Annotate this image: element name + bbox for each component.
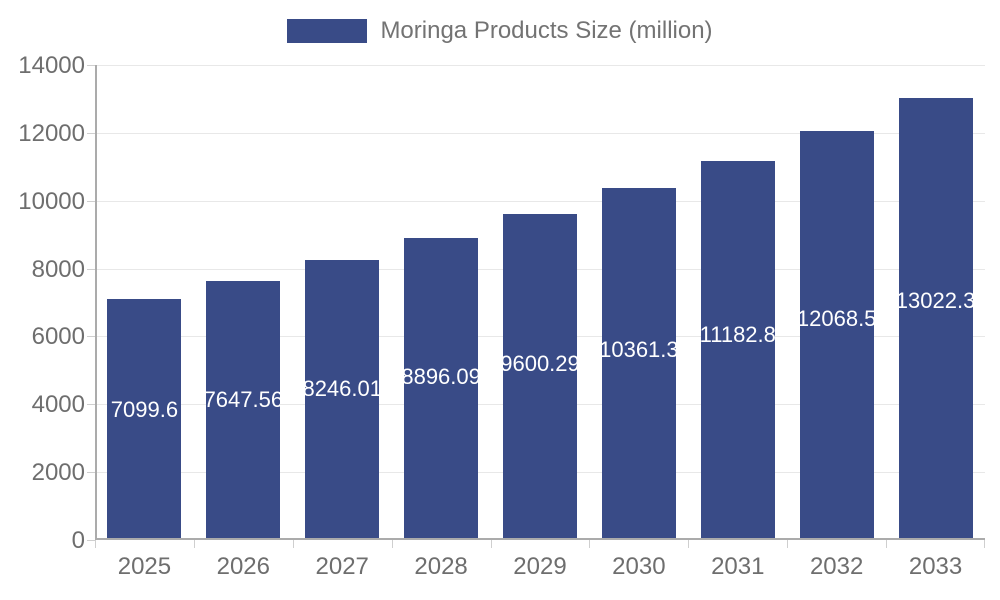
y-axis-label: 6000: [31, 323, 85, 351]
x-axis-label-2026: 2026: [216, 553, 270, 580]
x-axis-tick: [490, 540, 492, 548]
x-axis-label-2029: 2029: [513, 553, 567, 580]
bar-value-label: 11182.8: [700, 322, 775, 348]
y-axis-tick: [87, 540, 95, 541]
x-axis-tick: [886, 540, 888, 548]
bar-2027[interactable]: 8246.01: [305, 260, 380, 540]
bar-value-label: 10361.3: [601, 337, 676, 363]
y-axis-label: 0: [71, 527, 85, 554]
bar-value-label: 8896.09: [404, 364, 479, 389]
x-axis-tick: [391, 540, 393, 548]
y-axis-tick: [87, 336, 95, 338]
y-axis-tick: [87, 472, 95, 474]
x-axis-tick: [984, 540, 985, 548]
y-axis-label: 4000: [31, 391, 85, 419]
bar-2032[interactable]: 12068.5: [799, 130, 874, 540]
x-axis-label-2027: 2027: [315, 553, 369, 580]
bar-value-label: 9600.29: [503, 351, 577, 377]
x-axis-tick: [193, 540, 195, 548]
x-axis-line: [95, 538, 985, 540]
bar-2030[interactable]: 10361.3: [601, 188, 676, 540]
x-axis-label-2033: 2033: [908, 553, 963, 580]
plot-area: 0 2000 4000 6000 8000 10000 12000 14000 7099.6 7…: [18, 52, 985, 580]
bar-value-label: 13022.3: [898, 288, 973, 314]
x-axis-label-2025: 2025: [117, 553, 172, 580]
y-axis-tick: [87, 268, 95, 270]
legend[interactable]: Moringa Products Size (million): [0, 17, 1000, 45]
legend-swatch: [287, 19, 368, 43]
x-axis-tick: [688, 540, 690, 548]
y-axis-tick: [87, 65, 95, 66]
gridline: [95, 200, 985, 202]
y-axis-label: 2000: [31, 459, 85, 487]
bar-value-label: 7099.6: [110, 396, 179, 422]
x-axis-tick: [292, 540, 294, 548]
y-axis-tick: [87, 404, 95, 406]
x-axis-tick: [589, 540, 591, 548]
y-axis-label: 10000: [18, 187, 85, 215]
bar-2028[interactable]: 8896.09: [404, 238, 479, 540]
x-axis-label-2031: 2031: [711, 553, 765, 580]
y-axis-tick: [87, 132, 95, 134]
y-axis-label: 8000: [31, 255, 85, 283]
bar-2031[interactable]: 11182.8: [700, 160, 775, 540]
bar-2033[interactable]: 13022.3: [898, 98, 973, 540]
x-axis-label-2028: 2028: [414, 553, 468, 580]
bar-value-label: 7647.56: [206, 386, 281, 412]
gridline: [95, 65, 985, 66]
y-axis-label: 12000: [18, 119, 85, 147]
bar-2025[interactable]: 7099.6: [107, 299, 182, 540]
bar-2026[interactable]: 7647.56: [206, 280, 281, 540]
x-axis-tick: [95, 540, 96, 548]
y-axis-tick: [87, 200, 95, 202]
x-axis-tick: [787, 540, 789, 548]
gridline: [95, 132, 985, 134]
bar-2029[interactable]: 9600.29: [503, 214, 577, 540]
bar-value-label: 8246.01: [305, 375, 380, 401]
legend-label: Moringa Products Size (million): [380, 17, 713, 44]
y-axis-label: 14000: [18, 52, 85, 79]
x-axis-label-2032: 2032: [809, 553, 864, 580]
y-axis-line: [95, 65, 97, 540]
bar-value-label: 12068.5: [799, 305, 874, 331]
x-axis-label-2030: 2030: [612, 553, 666, 580]
